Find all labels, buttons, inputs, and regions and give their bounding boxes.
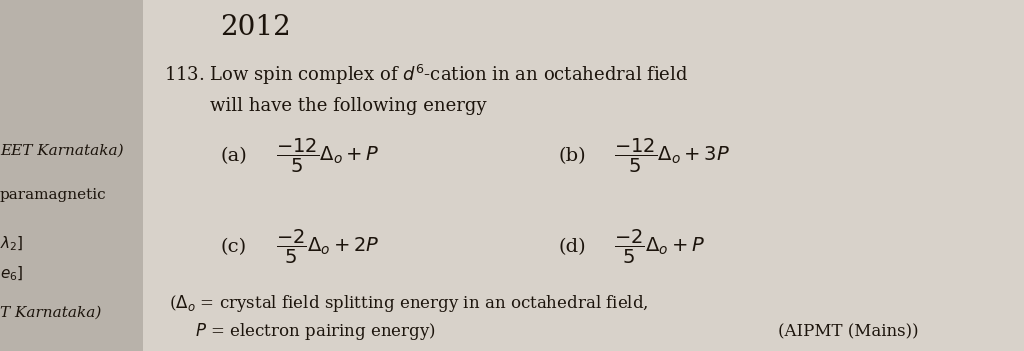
- Text: $\dfrac{-2}{5}\Delta_o+P$: $\dfrac{-2}{5}\Delta_o+P$: [614, 229, 706, 266]
- Text: 113. Low spin complex of $d^6$-cation in an octahedral field
        will have t: 113. Low spin complex of $d^6$-cation in…: [164, 63, 688, 115]
- Text: (a): (a): [220, 147, 247, 165]
- Text: $\dfrac{-2}{5}\Delta_o+2P$: $\dfrac{-2}{5}\Delta_o+2P$: [276, 229, 380, 266]
- Text: (c): (c): [220, 238, 247, 257]
- Text: paramagnetic: paramagnetic: [0, 188, 106, 202]
- Text: $\lambda_2]$: $\lambda_2]$: [0, 235, 24, 253]
- Text: T Karnataka): T Karnataka): [0, 305, 101, 319]
- Text: $\dfrac{-12}{5}\Delta_o+P$: $\dfrac{-12}{5}\Delta_o+P$: [276, 137, 380, 175]
- Bar: [0, 0, 143, 351]
- Text: EET Karnataka): EET Karnataka): [0, 144, 124, 158]
- Text: (b): (b): [558, 147, 586, 165]
- Text: ($\Delta_o$ = crystal field splitting energy in an octahedral field,: ($\Delta_o$ = crystal field splitting en…: [169, 293, 648, 314]
- Text: 2012: 2012: [220, 14, 291, 41]
- Text: $\dfrac{-12}{5}\Delta_o+3P$: $\dfrac{-12}{5}\Delta_o+3P$: [614, 137, 730, 175]
- Text: $P$ = electron pairing energy): $P$ = electron pairing energy): [195, 321, 435, 342]
- Text: $e_6]$: $e_6]$: [0, 265, 24, 283]
- Bar: [143, 0, 1024, 351]
- Text: (AIPMT (Mains)): (AIPMT (Mains)): [778, 323, 919, 340]
- Text: (d): (d): [558, 238, 586, 257]
